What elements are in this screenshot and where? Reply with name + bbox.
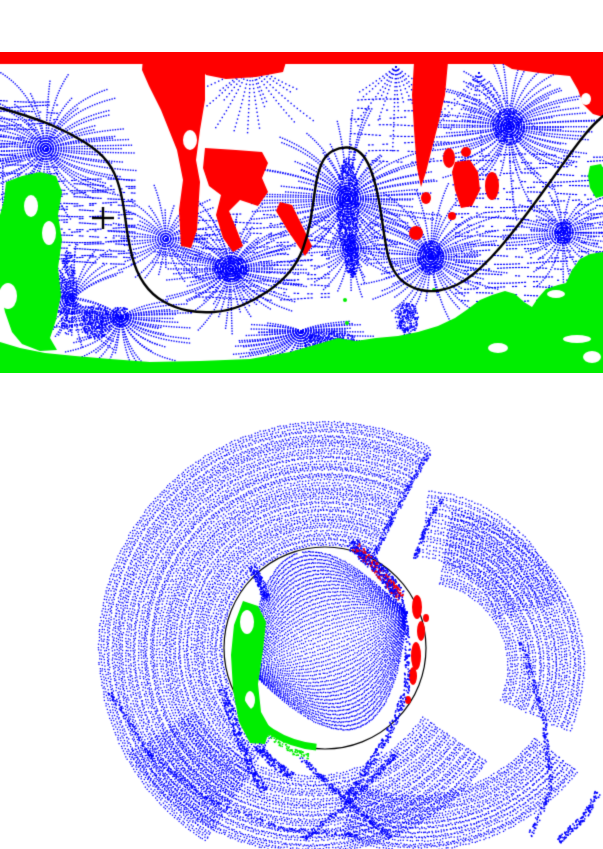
synoptic-map-canvas — [0, 52, 603, 373]
sphere-view-canvas — [0, 420, 603, 849]
